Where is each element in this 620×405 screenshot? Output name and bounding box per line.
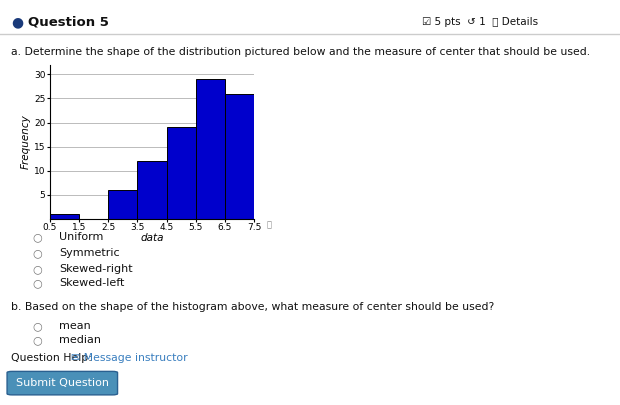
Text: Symmetric: Symmetric — [59, 248, 120, 258]
Text: ○: ○ — [32, 232, 42, 242]
Text: Skewed-right: Skewed-right — [59, 264, 133, 274]
X-axis label: data: data — [140, 233, 164, 243]
Text: mean: mean — [59, 321, 91, 331]
Text: Submit Question: Submit Question — [16, 378, 109, 388]
Text: ✉ Message instructor: ✉ Message instructor — [71, 354, 188, 363]
Y-axis label: Frequency: Frequency — [21, 114, 31, 169]
Text: 🔍: 🔍 — [267, 221, 272, 230]
Bar — [225, 94, 254, 219]
Bar — [108, 190, 137, 219]
Text: ○: ○ — [32, 248, 42, 258]
Text: ○: ○ — [32, 335, 42, 345]
Bar — [50, 214, 79, 219]
Text: Uniform: Uniform — [59, 232, 104, 242]
Bar — [137, 161, 167, 219]
Text: ●: ● — [11, 15, 24, 29]
Text: ○: ○ — [32, 264, 42, 274]
Text: median: median — [59, 335, 101, 345]
Text: a. Determine the shape of the distribution pictured below and the measure of cen: a. Determine the shape of the distributi… — [11, 47, 590, 57]
Text: Skewed-left: Skewed-left — [59, 279, 124, 288]
Bar — [167, 127, 196, 219]
Text: ○: ○ — [32, 321, 42, 331]
Text: ○: ○ — [32, 279, 42, 288]
Text: Question 5: Question 5 — [28, 16, 108, 29]
FancyBboxPatch shape — [7, 371, 118, 395]
Text: Question Help:: Question Help: — [11, 354, 92, 363]
Text: ☑ 5 pts  ↺ 1  ⓘ Details: ☑ 5 pts ↺ 1 ⓘ Details — [422, 17, 538, 27]
Bar — [196, 79, 225, 219]
Text: b. Based on the shape of the histogram above, what measure of center should be u: b. Based on the shape of the histogram a… — [11, 302, 494, 312]
